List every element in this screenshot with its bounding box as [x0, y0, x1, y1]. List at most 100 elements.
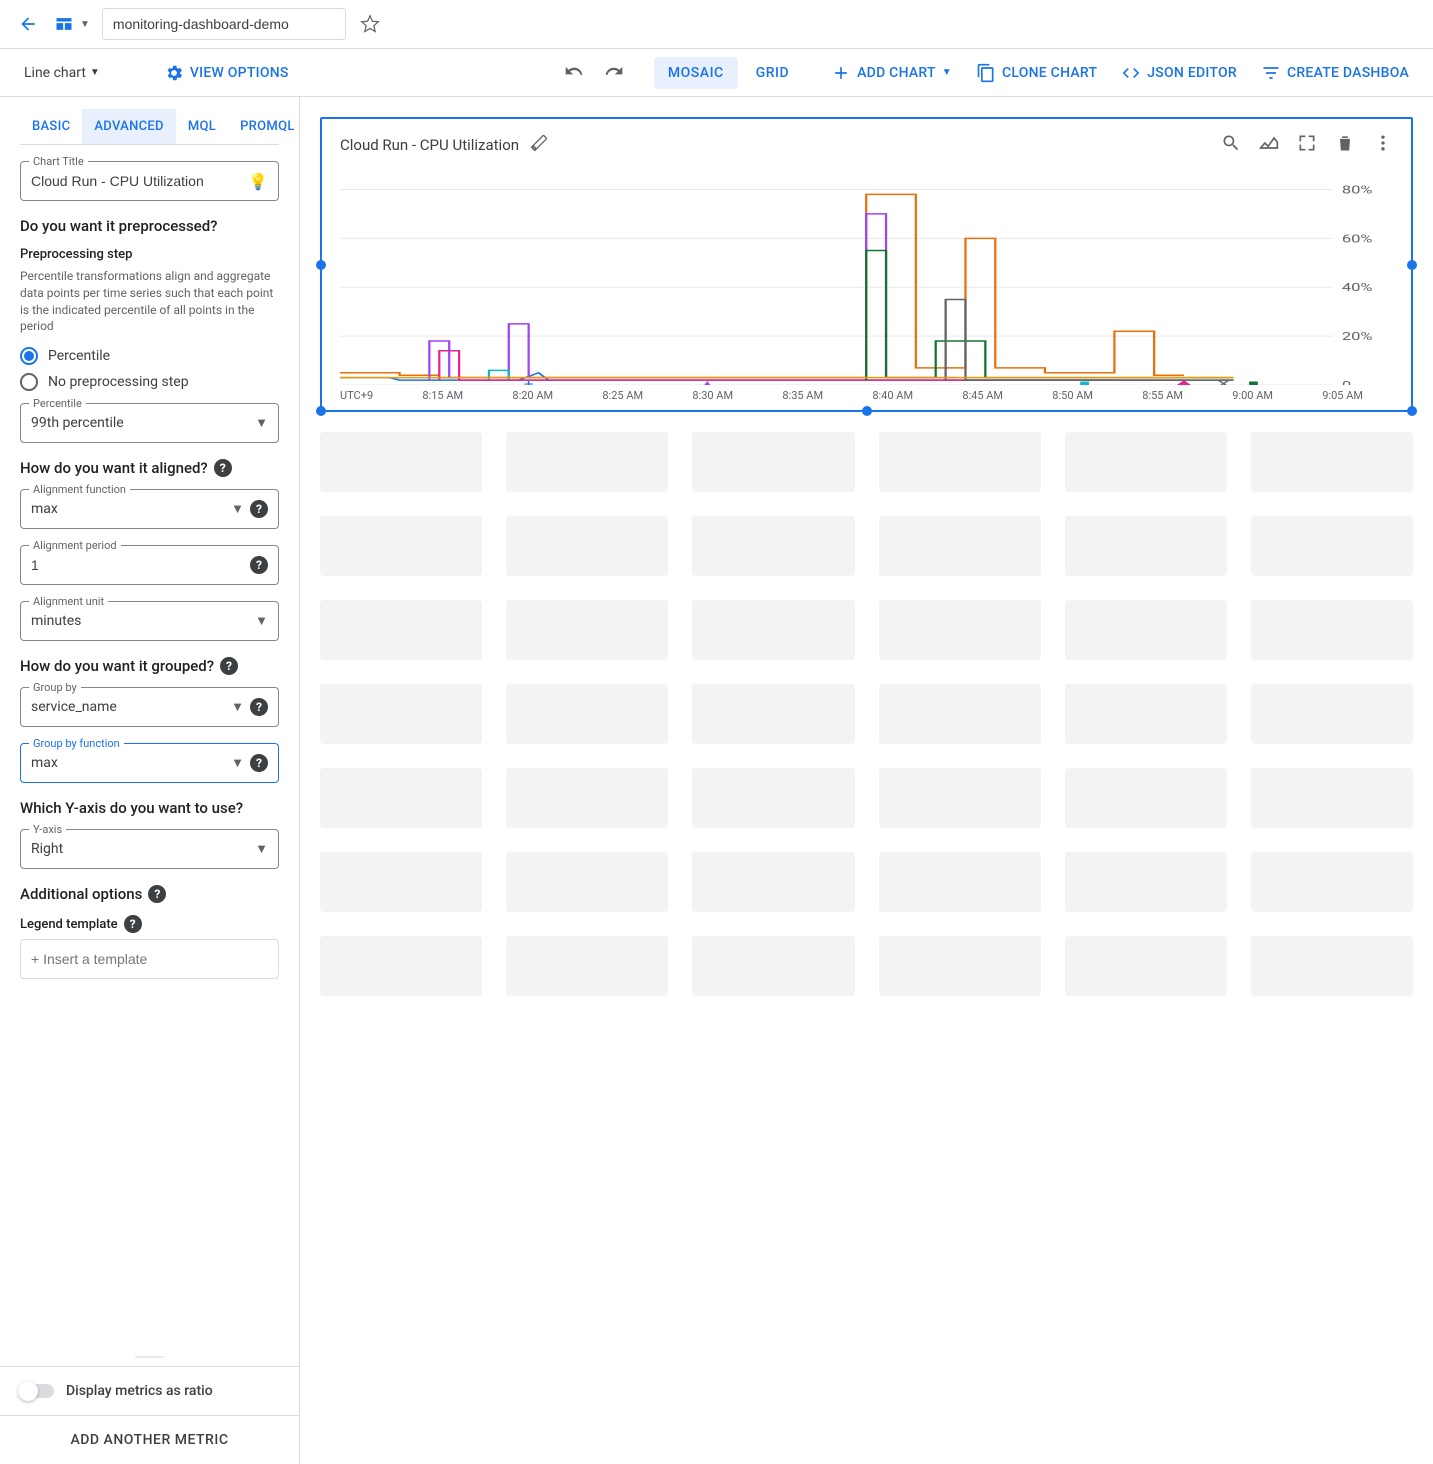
breadcrumb-app-icon[interactable] [52, 12, 76, 36]
help-icon[interactable]: ? [148, 885, 166, 903]
placeholder-tile[interactable] [692, 936, 854, 996]
placeholder-tile[interactable] [879, 432, 1041, 492]
alignment-period-field[interactable]: Alignment period ? [20, 545, 279, 585]
layout-mosaic-button[interactable]: MOSAIC [654, 57, 738, 89]
dashboard-name-input[interactable] [102, 8, 346, 40]
placeholder-tile[interactable] [879, 600, 1041, 660]
placeholder-tile[interactable] [692, 852, 854, 912]
radio-percentile[interactable]: Percentile [20, 347, 279, 365]
json-editor-button[interactable]: JSON EDITOR [1113, 57, 1245, 89]
group-by-select[interactable]: Group by service_name ▼ ? [20, 687, 279, 727]
legend-toggle-icon[interactable] [1259, 133, 1279, 157]
placeholder-tile[interactable] [1251, 516, 1413, 576]
create-dashboard-button[interactable]: CREATE DASHBOA [1253, 57, 1417, 89]
more-icon[interactable] [1373, 133, 1393, 157]
placeholder-tile[interactable] [879, 516, 1041, 576]
delete-icon[interactable] [1335, 133, 1355, 157]
placeholder-tile[interactable] [1065, 852, 1227, 912]
resize-handle[interactable] [316, 260, 326, 270]
tab-advanced[interactable]: ADVANCED [82, 109, 175, 144]
placeholder-tile[interactable] [506, 684, 668, 744]
placeholder-tile[interactable] [879, 684, 1041, 744]
drag-handle-icon[interactable]: ⸺ [0, 1352, 299, 1366]
placeholder-tile[interactable] [692, 516, 854, 576]
placeholder-tile[interactable] [506, 432, 668, 492]
yaxis-select[interactable]: Y-axis Right ▼ [20, 829, 279, 869]
clone-chart-button[interactable]: CLONE CHART [968, 57, 1105, 89]
placeholder-tile[interactable] [506, 516, 668, 576]
placeholder-tile[interactable] [1065, 516, 1227, 576]
placeholder-tile[interactable] [1065, 768, 1227, 828]
help-icon[interactable]: ? [250, 556, 268, 574]
placeholder-tile[interactable] [506, 768, 668, 828]
placeholder-tile[interactable] [692, 684, 854, 744]
chart-card[interactable]: Cloud Run - CPU Utilization 80%60%40%20%… [320, 117, 1413, 412]
add-another-metric-button[interactable]: ADD ANOTHER METRIC [0, 1415, 299, 1464]
resize-handle[interactable] [1407, 406, 1417, 416]
placeholder-tile[interactable] [320, 936, 482, 996]
placeholder-tile[interactable] [1065, 936, 1227, 996]
placeholder-tile[interactable] [1065, 432, 1227, 492]
placeholder-tile[interactable] [1251, 768, 1413, 828]
placeholder-tile[interactable] [879, 852, 1041, 912]
placeholder-tile[interactable] [879, 936, 1041, 996]
resize-handle[interactable] [1407, 260, 1417, 270]
radio-no-preprocess[interactable]: No preprocessing step [20, 373, 279, 391]
placeholder-tile[interactable] [1251, 432, 1413, 492]
layout-grid-button[interactable]: GRID [742, 57, 803, 89]
resize-handle[interactable] [862, 406, 872, 416]
placeholder-tile[interactable] [506, 600, 668, 660]
star-icon[interactable] [358, 12, 382, 36]
help-icon[interactable]: ? [214, 459, 232, 477]
tab-mql[interactable]: MQL [176, 109, 228, 144]
alignment-function-select[interactable]: Alignment function max ▼ ? [20, 489, 279, 529]
placeholder-tile[interactable] [692, 600, 854, 660]
placeholder-tile[interactable] [692, 432, 854, 492]
ratio-toggle[interactable] [20, 1384, 54, 1398]
redo-icon[interactable] [598, 55, 630, 91]
help-icon[interactable]: ? [220, 657, 238, 675]
lightbulb-icon[interactable]: 💡 [248, 172, 268, 191]
svg-text:■: ■ [1079, 377, 1090, 385]
edit-chart-icon[interactable] [529, 133, 549, 157]
alignment-period-input[interactable] [31, 557, 244, 573]
placeholder-tile[interactable] [1065, 600, 1227, 660]
placeholder-tile[interactable] [879, 768, 1041, 828]
placeholder-tile[interactable] [1251, 852, 1413, 912]
group-by-function-select[interactable]: Group by function max ▼ ? [20, 743, 279, 783]
tab-promql[interactable]: PROMQL [228, 109, 299, 144]
placeholder-tile[interactable] [320, 432, 482, 492]
zoom-icon[interactable] [1221, 133, 1241, 157]
placeholder-tile[interactable] [506, 936, 668, 996]
undo-icon[interactable] [558, 55, 590, 91]
legend-template-field[interactable] [20, 939, 279, 979]
percentile-select[interactable]: Percentile 99th percentile ▼ [20, 403, 279, 443]
legend-template-input[interactable] [31, 951, 268, 967]
back-arrow-icon[interactable] [16, 12, 40, 36]
placeholder-tile[interactable] [1065, 684, 1227, 744]
help-icon[interactable]: ? [250, 754, 268, 772]
placeholder-tile[interactable] [320, 684, 482, 744]
placeholder-tile[interactable] [506, 852, 668, 912]
help-icon[interactable]: ? [124, 915, 142, 933]
placeholder-tile[interactable] [692, 768, 854, 828]
chart-type-select[interactable]: Line chart ▼ [16, 59, 108, 87]
placeholder-tile[interactable] [320, 852, 482, 912]
view-options-button[interactable]: VIEW OPTIONS [156, 57, 297, 89]
alignment-unit-select[interactable]: Alignment unit minutes ▼ [20, 601, 279, 641]
help-icon[interactable]: ? [250, 698, 268, 716]
placeholder-tile[interactable] [320, 768, 482, 828]
help-icon[interactable]: ? [250, 500, 268, 518]
placeholder-tile[interactable] [320, 516, 482, 576]
resize-handle[interactable] [316, 406, 326, 416]
fullscreen-icon[interactable] [1297, 133, 1317, 157]
chart-title-field[interactable]: Chart Title 💡 [20, 161, 279, 201]
add-chart-button[interactable]: ADD CHART ▼ [823, 57, 960, 89]
placeholder-tile[interactable] [1251, 936, 1413, 996]
tab-basic[interactable]: BASIC [20, 109, 82, 144]
placeholder-tile[interactable] [320, 600, 482, 660]
breadcrumb-dropdown-icon[interactable]: ▼ [80, 19, 90, 30]
chart-title-input[interactable] [31, 173, 248, 189]
placeholder-tile[interactable] [1251, 600, 1413, 660]
placeholder-tile[interactable] [1251, 684, 1413, 744]
